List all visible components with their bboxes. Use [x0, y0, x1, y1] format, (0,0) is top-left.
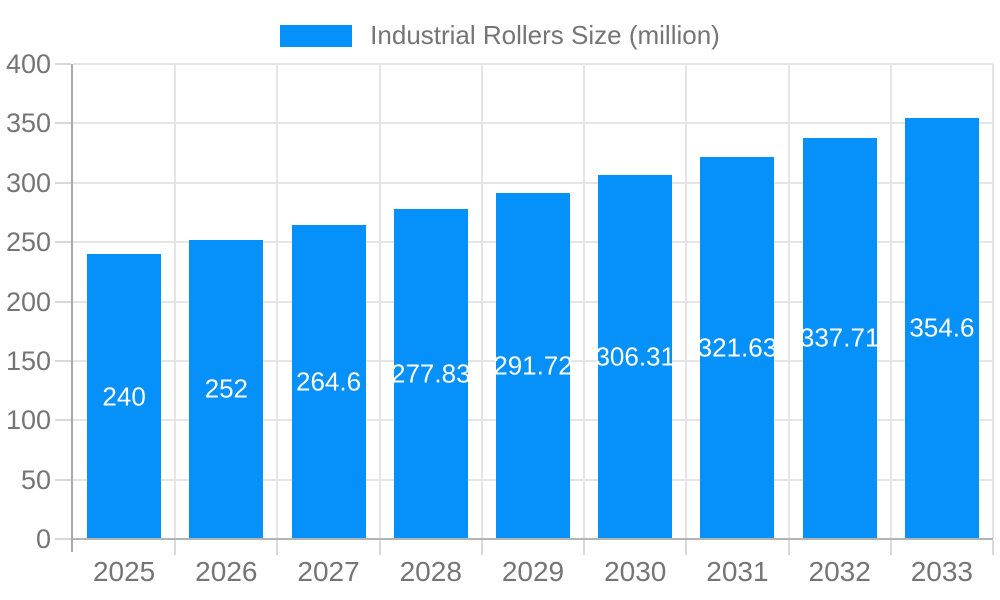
bar-value-label: 240	[102, 381, 146, 411]
v-gridline	[787, 64, 790, 539]
y-axis-tick	[55, 181, 71, 184]
bar[interactable]: 240	[87, 254, 162, 539]
x-axis-label: 2029	[501, 556, 565, 587]
x-axis-tick	[787, 540, 790, 555]
x-axis-label: 2030	[604, 556, 667, 587]
plot-area: 0 50 100 150 200 250 300 350 400 240 2025 252 2026 26…	[6, 49, 994, 587]
y-axis-label: 250	[5, 227, 51, 258]
bar-value-label: 321.63	[697, 332, 778, 363]
x-axis-label: 2031	[706, 556, 769, 587]
y-axis-tick	[55, 241, 71, 244]
x-axis-tick	[583, 540, 586, 555]
x-axis-label: 2028	[399, 556, 462, 587]
x-axis-label: 2025	[92, 556, 156, 587]
bar[interactable]: 321.63	[698, 157, 777, 539]
x-axis-tick	[276, 540, 279, 555]
y-axis-tick	[55, 300, 71, 303]
y-axis-label: 50	[20, 464, 51, 495]
bar[interactable]: 264.6	[291, 224, 366, 539]
legend[interactable]: Industrial Rollers Size (million)	[0, 20, 1000, 51]
legend-label: Industrial Rollers Size (million)	[370, 20, 720, 50]
bar-value-label: 337.71	[799, 322, 880, 353]
x-axis-label: 2033	[910, 556, 974, 587]
y-axis-tick	[55, 478, 71, 481]
bar-value-label: 277.83	[391, 358, 471, 389]
x-axis-label: 2026	[195, 556, 258, 587]
x-axis-tick	[174, 540, 177, 555]
y-axis-label: 200	[5, 286, 51, 317]
bar[interactable]: 306.31	[595, 175, 675, 539]
bar[interactable]: 277.83	[391, 209, 471, 539]
v-gridline	[480, 64, 483, 539]
y-axis-tick	[55, 63, 71, 65]
y-axis-line	[71, 64, 73, 552]
v-gridline	[889, 64, 892, 539]
x-axis-label: 2032	[808, 556, 871, 587]
v-gridline	[378, 64, 381, 539]
v-gridline	[992, 64, 994, 539]
bar-value-label: 306.31	[595, 341, 675, 372]
x-axis-tick	[378, 540, 381, 555]
y-axis-label: 100	[5, 405, 51, 436]
v-gridline	[583, 64, 586, 539]
h-gridline	[73, 181, 993, 184]
x-axis-tick	[889, 540, 892, 555]
y-axis-tick	[55, 122, 71, 125]
bar[interactable]: 291.72	[493, 192, 573, 539]
bar[interactable]: 337.71	[799, 137, 880, 539]
x-axis-baseline	[73, 538, 993, 540]
y-axis-label: 350	[5, 108, 51, 139]
y-axis-label: 300	[5, 167, 51, 198]
h-gridline	[73, 122, 993, 125]
x-axis-tick	[992, 540, 994, 555]
bar[interactable]: 252	[189, 239, 264, 539]
v-gridline	[276, 64, 279, 539]
y-axis-tick	[55, 419, 71, 422]
bar-value-label: 291.72	[493, 350, 573, 381]
y-axis-tick	[55, 359, 71, 362]
y-axis-label: 150	[5, 345, 51, 376]
v-gridline	[174, 64, 177, 539]
v-gridline	[685, 64, 688, 539]
y-axis-label: 400	[5, 49, 51, 79]
bar-value-label: 264.6	[296, 366, 362, 397]
legend-swatch-icon	[280, 24, 353, 47]
bar-value-label: 354.6	[909, 312, 975, 343]
x-axis-tick	[685, 540, 688, 555]
h-gridline	[73, 63, 993, 65]
bar[interactable]: 354.6	[904, 117, 979, 539]
bar-value-label: 252	[204, 373, 249, 404]
x-axis-label: 2027	[297, 556, 360, 587]
x-axis-tick	[480, 540, 483, 555]
y-axis-label: 0	[35, 524, 51, 554]
y-axis-tick	[55, 538, 71, 540]
